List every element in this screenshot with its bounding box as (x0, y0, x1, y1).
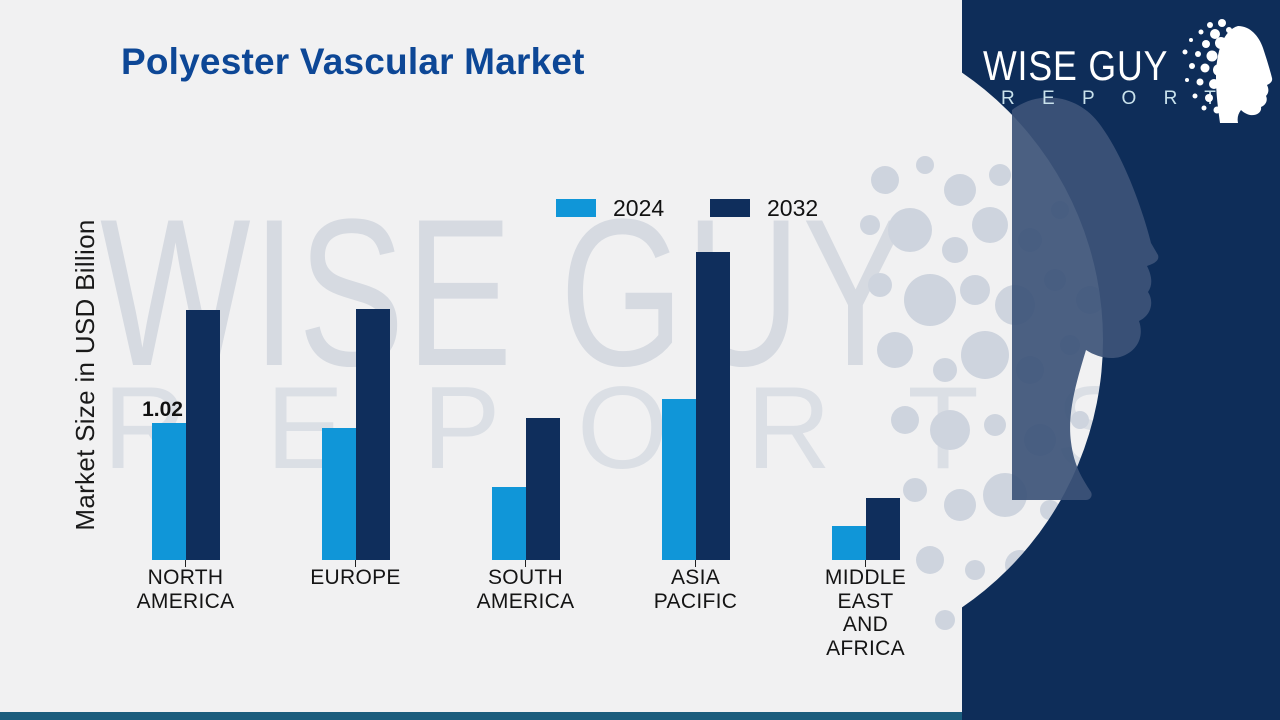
watermark-dot (989, 164, 1011, 186)
watermark-dot (944, 489, 976, 521)
x-axis-label: EUROPE (310, 566, 401, 589)
bar-2032-north (185, 310, 220, 560)
watermark-dot (860, 215, 880, 235)
legend-label-2024: 2024 (613, 194, 665, 221)
watermark-dot (961, 331, 1009, 379)
watermark-dot (891, 406, 919, 434)
watermark-dot (903, 478, 927, 502)
legend-item-2032: 2032 (710, 194, 819, 221)
x-axis-tick (354, 560, 357, 567)
x-axis-label: ASIA PACIFIC (653, 566, 738, 613)
x-axis-tick (184, 560, 187, 567)
watermark-dot (930, 410, 970, 450)
watermark-dot (916, 546, 944, 574)
brand-panel (962, 0, 1280, 720)
watermark-dot (888, 208, 932, 252)
x-axis-tick (524, 560, 527, 567)
bar-2024-middle (831, 526, 866, 560)
bar-2032-south (525, 418, 560, 560)
bar-2032-europe (355, 309, 390, 560)
x-axis-tick (694, 560, 697, 567)
brand-face-silhouette-icon (1012, 97, 1159, 500)
bar-2024-europe (321, 428, 356, 560)
watermark-dot (868, 273, 892, 297)
legend-swatch-2024 (556, 199, 596, 217)
watermark-dot (904, 274, 956, 326)
x-axis-label: NORTH AMERICA (136, 566, 235, 613)
watermark-dot (960, 275, 990, 305)
watermark-wordmark: WISE GUY (100, 175, 911, 410)
legend-swatch-2032 (710, 199, 750, 217)
page-title: Polyester Vascular Market (121, 41, 585, 82)
bar-2024-north (151, 423, 186, 560)
logo-face-icon (1182, 19, 1273, 123)
bottom-accent-bar (0, 712, 962, 720)
x-axis-label: MIDDLE EAST AND AFRICA (824, 566, 907, 660)
watermark-dot (942, 237, 968, 263)
y-axis-title: Market Size in USD Billion (70, 219, 100, 531)
watermark-dot (933, 358, 957, 382)
x-axis-tick (864, 560, 867, 567)
watermark-dot (1071, 411, 1089, 429)
logo-brain-dots (1182, 19, 1237, 114)
legend-item-2024: 2024 (556, 194, 665, 221)
bar-2024-south (491, 487, 526, 560)
x-axis-label: SOUTH AMERICA (476, 566, 575, 613)
watermark-dot (935, 610, 955, 630)
legend-label-2032: 2032 (767, 194, 819, 221)
watermark-dot (984, 414, 1006, 436)
brand-panel-shape (962, 0, 1280, 720)
logo-subtitle: R E P O R T S (1001, 88, 1267, 109)
bar-2032-middle (865, 498, 900, 560)
bar-2024-asia (661, 399, 696, 560)
bar-2032-asia (695, 252, 730, 560)
watermark-dot (916, 156, 934, 174)
logo-wordmark: WISE GUY (983, 42, 1169, 89)
watermark-dot (965, 560, 985, 580)
watermark-dot (972, 207, 1008, 243)
watermark-dot (871, 166, 899, 194)
bar-value-label: 1.02 (142, 398, 183, 421)
watermark-dot (944, 174, 976, 206)
watermark-dot (877, 332, 913, 368)
